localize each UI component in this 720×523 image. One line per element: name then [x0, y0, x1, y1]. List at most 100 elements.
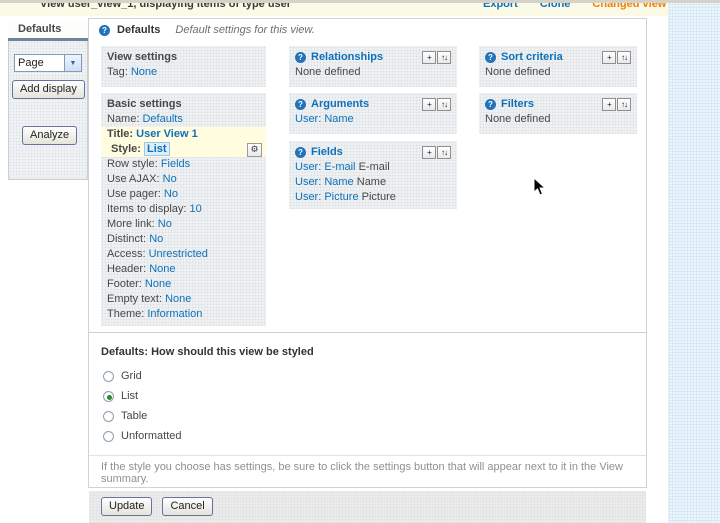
help-icon[interactable]: ? — [295, 98, 306, 110]
field-label: Picture — [361, 191, 396, 203]
setting-row: Name: Defaults — [107, 112, 260, 127]
setting-value-link[interactable]: No — [149, 233, 164, 245]
setting-label: Items to display: — [107, 203, 187, 215]
setting-label: Footer: — [107, 278, 142, 290]
radio-option-list[interactable]: List — [103, 390, 634, 403]
changed-view-marker: Changed view — [592, 3, 667, 10]
setting-value-link[interactable]: None — [149, 263, 176, 275]
setting-value-link[interactable]: No — [157, 218, 172, 230]
setting-value-link[interactable]: None — [144, 278, 172, 290]
setting-value-link[interactable]: 10 — [189, 203, 202, 215]
view-settings-box: View settings Tag: None — [101, 46, 266, 87]
radio-unformatted[interactable] — [103, 431, 114, 442]
help-icon[interactable]: ? — [485, 98, 496, 110]
add-icon[interactable]: + — [422, 145, 436, 159]
add-icon[interactable]: + — [602, 97, 616, 111]
help-icon[interactable]: ? — [295, 51, 306, 63]
setting-label: Use pager: — [107, 188, 161, 200]
relationships-title-link[interactable]: Relationships — [311, 51, 384, 63]
analyze-button[interactable]: Analyze — [22, 126, 78, 145]
field-link[interactable]: User: Name — [295, 176, 354, 188]
chevron-down-icon[interactable]: ▼ — [64, 55, 81, 71]
tab-defaults[interactable]: Defaults — [8, 20, 88, 38]
cancel-button[interactable]: Cancel — [162, 497, 213, 516]
setting-value-link[interactable]: No — [162, 173, 177, 185]
empty-text: None defined — [295, 66, 361, 78]
update-button[interactable]: Update — [101, 497, 153, 516]
radio-option-grid[interactable]: Grid — [103, 370, 634, 383]
setting-row-title: Title: User View 1 — [101, 127, 266, 142]
help-icon[interactable]: ? — [485, 51, 496, 63]
view-header-strip: View user_view_1, displaying items of ty… — [0, 3, 668, 16]
field-label: E-mail — [358, 161, 390, 173]
setting-value-link[interactable]: Fields — [160, 158, 191, 170]
setting-row-style: Style: List ⚙ — [101, 142, 266, 157]
help-icon[interactable]: ? — [295, 146, 306, 158]
radio-label: List — [121, 390, 139, 402]
radio-option-table[interactable]: Table — [103, 410, 634, 423]
radio-label: Grid — [121, 370, 142, 382]
filters-box: ? Filters + ↑↓ None defined — [479, 93, 637, 134]
export-link[interactable]: Export — [483, 3, 518, 10]
setting-value-link[interactable]: None — [165, 293, 192, 305]
radio-option-unformatted[interactable]: Unformatted — [103, 430, 634, 443]
add-icon[interactable]: + — [422, 50, 436, 64]
setting-value-link[interactable]: Defaults — [142, 113, 183, 125]
empty-text: None defined — [485, 66, 551, 78]
display-type-select[interactable]: Page ▼ — [14, 54, 82, 72]
setting-row: More link: No — [107, 217, 260, 232]
setting-label: Style: — [111, 143, 141, 155]
setting-label: Use AJAX: — [107, 173, 160, 185]
help-icon[interactable]: ? — [99, 24, 110, 36]
window-top-edge — [0, 0, 720, 3]
setting-value-link[interactable]: User View 1 — [136, 128, 198, 140]
setting-row: Footer: None — [107, 277, 260, 292]
arguments-title-link[interactable]: Arguments — [311, 98, 370, 110]
setting-label: Access: — [107, 248, 146, 260]
setting-value-link[interactable]: None — [130, 66, 158, 78]
add-icon[interactable]: + — [422, 97, 436, 111]
rearrange-icon[interactable]: ↑↓ — [437, 97, 451, 111]
setting-value-link[interactable]: Unrestricted — [148, 248, 208, 260]
rearrange-icon[interactable]: ↑↓ — [617, 97, 631, 111]
form-title: Defaults: How should this view be styled — [101, 346, 314, 358]
radio-grid[interactable] — [103, 371, 114, 382]
field-item: User: E-mail E-mail — [295, 160, 451, 175]
sort-criteria-title-link[interactable]: Sort criteria — [501, 51, 563, 63]
relationships-box: ? Relationships + ↑↓ None defined — [289, 46, 457, 87]
clone-link[interactable]: Clone — [539, 3, 571, 10]
overview-header: ? Defaults Default settings for this vie… — [99, 24, 315, 36]
field-link[interactable]: User: Picture — [295, 191, 359, 203]
radio-list[interactable] — [103, 391, 114, 402]
rearrange-icon[interactable]: ↑↓ — [617, 50, 631, 64]
gear-icon[interactable]: ⚙ — [247, 143, 262, 157]
setting-value-link[interactable]: No — [163, 188, 178, 200]
basic-settings-title: Basic settings — [107, 98, 182, 110]
style-form-pane: Defaults: How should this view be styled… — [89, 332, 646, 523]
radio-table[interactable] — [103, 411, 114, 422]
add-display-button[interactable]: Add display — [12, 80, 85, 99]
view-title: View user_view_1, displaying items of ty… — [40, 3, 292, 10]
rearrange-icon[interactable]: ↑↓ — [437, 50, 451, 64]
field-link[interactable]: User: E-mail — [295, 161, 356, 173]
fields-title-link[interactable]: Fields — [311, 146, 343, 158]
fields-box: ? Fields + ↑↓ User: E-mail E-mail User: … — [289, 141, 457, 209]
field-label: Name — [356, 176, 387, 188]
rearrange-icon[interactable]: ↑↓ — [437, 145, 451, 159]
basic-settings-box: Basic settings Name: Defaults Title: Use… — [101, 93, 266, 326]
page-background-strip — [668, 3, 720, 523]
setting-value-link[interactable]: Information — [147, 308, 203, 320]
form-description: If the style you choose has settings, be… — [89, 455, 646, 491]
display-type-selected: Page — [18, 57, 44, 69]
radio-label: Unformatted — [121, 430, 182, 442]
setting-label: Tag: — [107, 66, 128, 78]
setting-row: Theme: Information — [107, 307, 260, 322]
setting-row: Tag: None — [107, 65, 260, 80]
setting-row: Access: Unrestricted — [107, 247, 260, 262]
add-icon[interactable]: + — [602, 50, 616, 64]
setting-label: Distinct: — [107, 233, 147, 245]
setting-row: Use AJAX: No — [107, 172, 260, 187]
argument-link[interactable]: User: Name — [295, 113, 354, 125]
filters-title-link[interactable]: Filters — [501, 98, 535, 110]
setting-value-link[interactable]: List — [144, 142, 170, 156]
